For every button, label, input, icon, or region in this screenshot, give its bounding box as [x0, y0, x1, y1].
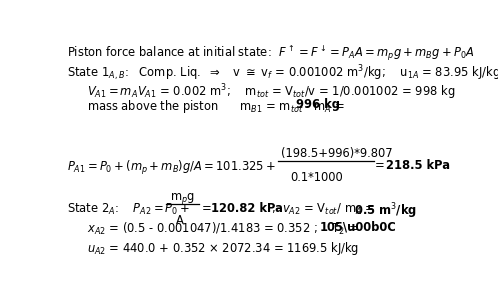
- Text: A: A: [176, 214, 184, 227]
- Text: State $1_{A,B}$:   Comp. Liq.  $\Rightarrow$   v $\cong$ v$_f$ = 0.001002 m$^3$/: State $1_{A,B}$: Comp. Liq. $\Rightarrow…: [67, 63, 498, 83]
- Text: 0.1*1000: 0.1*1000: [290, 171, 343, 184]
- Text: $x_{A2}$ = (0.5 - 0.001047)/1.4183 = 0.352 ;    T$_2$ =: $x_{A2}$ = (0.5 - 0.001047)/1.4183 = 0.3…: [87, 221, 359, 237]
- Text: Piston force balance at initial state:  $F^{\uparrow} = F^{\downarrow} = P_A A =: Piston force balance at initial state: $…: [67, 44, 475, 63]
- Text: 996 kg: 996 kg: [296, 98, 340, 111]
- Text: $u_{A2}$ = 440.0 + 0.352 $\times$ 2072.34 = 1169.5 kJ/kg: $u_{A2}$ = 440.0 + 0.352 $\times$ 2072.3…: [87, 240, 360, 257]
- Text: 218.5 kPa: 218.5 kPa: [386, 159, 451, 172]
- Text: 120.82 kPa: 120.82 kPa: [211, 202, 283, 215]
- Text: mass above the piston      m$_{B1}$ = m$_{tot}$ - m$_A$ =: mass above the piston m$_{B1}$ = m$_{tot…: [87, 98, 345, 115]
- Text: State $2_A$:    $P_{A2} = P_0 +$: State $2_A$: $P_{A2} = P_0 +$: [67, 202, 190, 217]
- Text: (198.5+996)*9.807: (198.5+996)*9.807: [281, 147, 393, 160]
- Text: m$_p$g: m$_p$g: [169, 191, 195, 206]
- Text: $P_{A1} = P_0 + (m_p + m_B)g/A = 101.325 +$: $P_{A1} = P_0 + (m_p + m_B)g/A = 101.325…: [67, 159, 276, 177]
- Text: 105\u00b0C: 105\u00b0C: [320, 221, 397, 233]
- Text: ;  $v_{A2}$ = V$_{tot}$/ m$_A$ =: ; $v_{A2}$ = V$_{tot}$/ m$_A$ =: [271, 202, 375, 217]
- Text: =: =: [202, 202, 215, 215]
- Text: $V_{A1} = m_A V_{A1}$ = 0.002 m$^3$;    m$_{tot}$ = V$_{tot}$/v = 1/0.001002 = 9: $V_{A1} = m_A V_{A1}$ = 0.002 m$^3$; m$_…: [87, 82, 456, 102]
- Text: 0.5 m$^3$/kg: 0.5 m$^3$/kg: [354, 202, 417, 221]
- Text: =: =: [375, 159, 388, 172]
